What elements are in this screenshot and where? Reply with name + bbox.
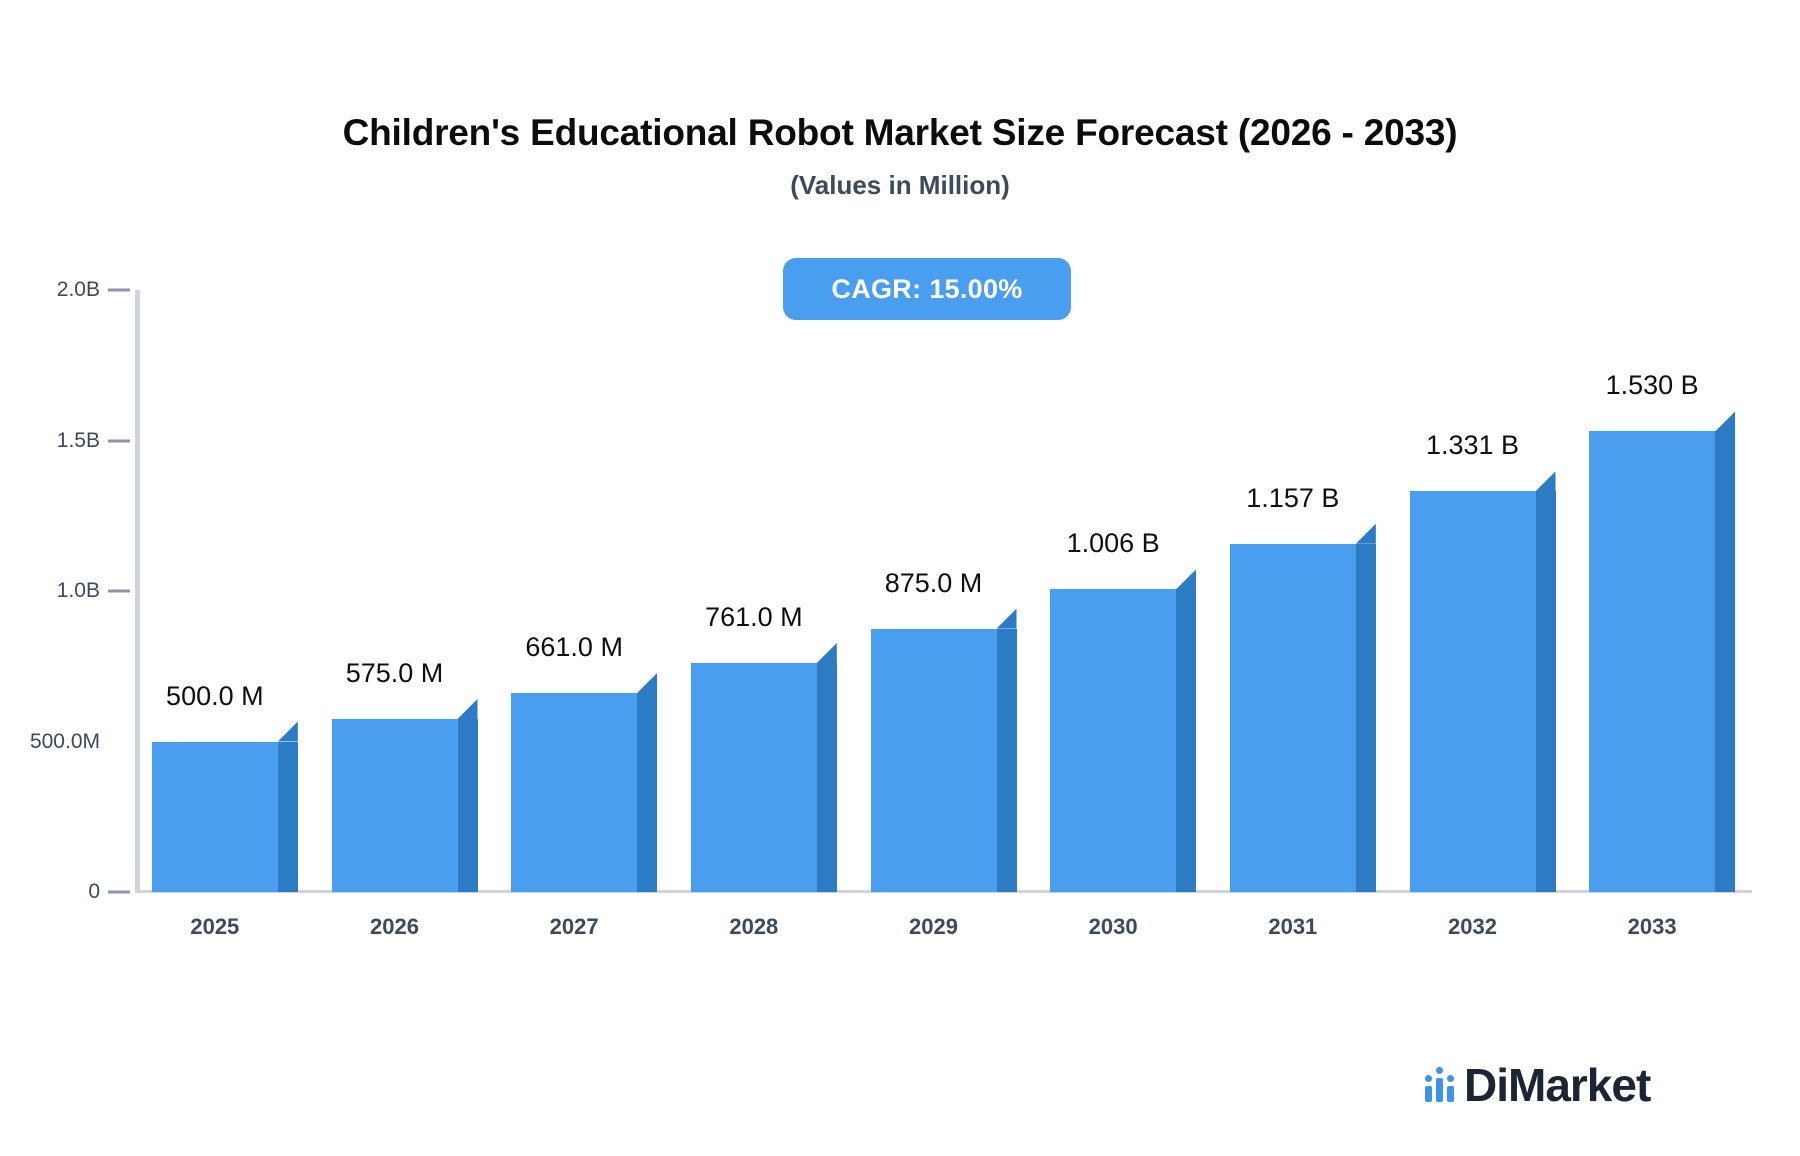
bar-column[interactable]: 661.0 M 2027 — [511, 632, 658, 939]
bar-top-face — [1715, 411, 1736, 432]
y-axis-tick-label: 0 — [88, 880, 100, 903]
bar-side-face — [1715, 431, 1736, 892]
bar-side-face — [1176, 589, 1197, 892]
bar-side-face — [1355, 543, 1376, 892]
brand-logo: DiMarket — [1425, 1058, 1651, 1112]
bar-value-label: 575.0 M — [345, 657, 444, 688]
bar-front-face — [690, 662, 817, 892]
bar-column[interactable]: 1.530 B 2033 — [1589, 370, 1736, 939]
x-axis-tick-label: 2031 — [1268, 914, 1318, 939]
x-axis-tick-label: 2025 — [190, 914, 240, 939]
bar-top-face — [816, 642, 837, 663]
bar-side-face — [1535, 491, 1556, 892]
logo-text: DiMarket — [1464, 1059, 1651, 1111]
y-axis-tick-mark — [108, 589, 130, 593]
bar-column[interactable]: 1.157 B 2031 — [1229, 483, 1376, 939]
x-axis-tick-label: 2026 — [370, 914, 419, 939]
bar-top-face — [1176, 569, 1197, 590]
y-axis-tick-mark — [108, 890, 130, 894]
bar-front-face — [331, 718, 458, 892]
x-axis-tick-label: 2027 — [549, 914, 599, 939]
y-axis-tick-label: 1.5B — [56, 428, 100, 452]
bar-side-face — [277, 741, 298, 892]
logo-bar-icon — [1436, 1078, 1443, 1102]
y-axis-tick-mark — [108, 288, 130, 292]
bar-column[interactable]: 1.331 B 2032 — [1409, 430, 1556, 939]
bar-value-label: 1.006 B — [1066, 528, 1160, 559]
logo-bars-icon — [1425, 1067, 1454, 1102]
bar-value-label: 1.157 B — [1246, 482, 1340, 513]
bar-column[interactable]: 575.0 M 2026 — [331, 658, 478, 939]
bar-value-label: 500.0 M — [166, 680, 264, 711]
bar-column[interactable]: 500.0 M 2025 — [151, 681, 298, 939]
bar-side-face — [457, 718, 478, 892]
bar-value-label: 1.331 B — [1425, 430, 1520, 461]
bar-value-label: 661.0 M — [525, 632, 623, 663]
bar-top-face — [457, 698, 478, 719]
x-axis-tick-label: 2029 — [909, 914, 958, 939]
y-axis: 0 500.0M 1.0B 1.5B 2.0B — [0, 0, 135, 1156]
chart-subtitle: (Values in Million) — [790, 170, 1010, 200]
y-axis-tick-label: 500.0M — [29, 729, 100, 753]
bar-top-face — [996, 608, 1017, 629]
bar-front-face — [1050, 589, 1177, 892]
bar-column[interactable]: 875.0 M 2029 — [870, 568, 1017, 939]
logo-dot-icon — [1447, 1075, 1454, 1082]
cagr-badge: CAGR: 15.00% — [783, 258, 1071, 320]
logo-dot-icon — [1436, 1067, 1443, 1074]
bar-side-face — [996, 628, 1017, 892]
bar-column[interactable]: 1.006 B 2030 — [1050, 528, 1197, 939]
logo-bar-icon — [1425, 1086, 1432, 1102]
logo-dot-icon — [1425, 1075, 1432, 1082]
y-axis-tick-label: 1.0B — [56, 579, 100, 602]
bar-front-face — [511, 693, 638, 892]
bar-front-face — [870, 628, 997, 892]
bar-top-face — [277, 721, 298, 742]
x-axis-tick-label: 2030 — [1088, 914, 1138, 939]
plot-area: 500.0 M 2025 575.0 M 2026 661.0 M 2027 761.0 M… — [135, 290, 1752, 939]
logo-bar-icon — [1447, 1086, 1454, 1102]
bar-front-face — [151, 741, 278, 892]
cagr-badge-label: CAGR: 15.00% — [831, 273, 1023, 304]
bar-side-face — [637, 693, 658, 892]
bar-value-label: 761.0 M — [705, 601, 803, 632]
bar-front-face — [1409, 491, 1536, 892]
bar-top-face — [1535, 471, 1556, 492]
bar-side-face — [816, 662, 837, 892]
y-axis-tick-label: 2.0B — [56, 278, 100, 301]
bar-value-label: 875.0 M — [884, 567, 983, 598]
bar-top-face — [637, 673, 658, 694]
bar-top-face — [1355, 523, 1376, 544]
x-axis-tick-label: 2028 — [729, 914, 779, 939]
y-axis-line — [135, 290, 140, 892]
x-axis-tick-label: 2032 — [1448, 914, 1497, 939]
y-axis-tick-mark — [108, 439, 130, 442]
x-axis-tick-label: 2033 — [1627, 914, 1677, 939]
bar-front-face — [1589, 431, 1716, 892]
bar-front-face — [1229, 543, 1356, 892]
bar-value-label: 1.530 B — [1605, 370, 1699, 401]
bar-column[interactable]: 761.0 M 2028 — [690, 602, 837, 939]
page-title: Children's Educational Robot Market Size… — [342, 112, 1458, 153]
